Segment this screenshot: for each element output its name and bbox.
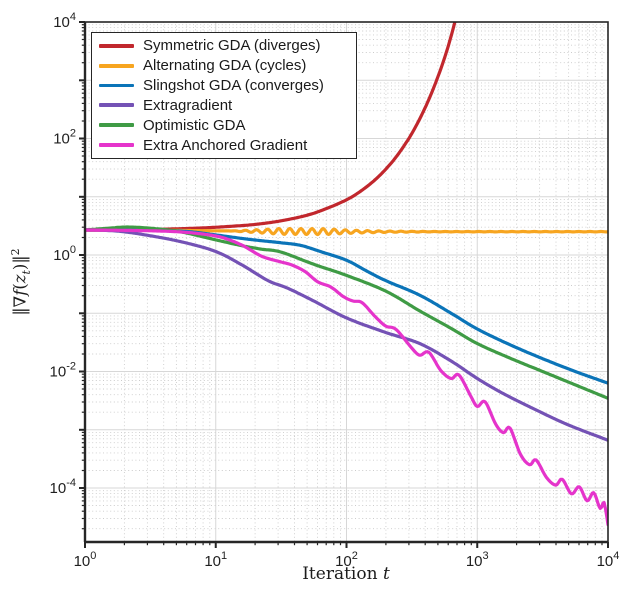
label-part: t bbox=[19, 270, 33, 275]
legend-item-label: Symmetric GDA (diverges) bbox=[143, 37, 321, 55]
legend-line-swatch bbox=[99, 103, 134, 108]
y-axis-label: ‖∇f(zt)‖2 bbox=[9, 248, 33, 315]
label-part: ( bbox=[10, 283, 30, 290]
series-extra-anchored-gradient bbox=[85, 228, 608, 527]
x-tick-label: 102 bbox=[335, 550, 358, 570]
legend-item-slingshot-gda-converges: Slingshot GDA (converges) bbox=[92, 76, 356, 95]
label-part: z bbox=[10, 274, 30, 284]
legend: Symmetric GDA (diverges) Alternating GDA … bbox=[91, 32, 357, 159]
legend-item-label: Extragradient bbox=[143, 96, 233, 114]
legend-item-symmetric-gda-diverges: Symmetric GDA (diverges) bbox=[92, 36, 356, 55]
y-tick-label: 100 bbox=[53, 244, 76, 264]
label-part: 2 bbox=[9, 248, 23, 256]
tick-labels: 100 101 102 103 104 104 102 100 10-2 10-4 bbox=[50, 11, 620, 570]
label-part: f bbox=[10, 289, 30, 296]
legend-line-swatch bbox=[99, 83, 134, 88]
legend-line-swatch bbox=[99, 123, 134, 128]
y-tick-label: 104 bbox=[53, 11, 76, 31]
legend-item-extra-anchored-gradient: Extra Anchored Gradient bbox=[92, 136, 356, 155]
x-tick-label: 104 bbox=[597, 550, 620, 570]
legend-line-swatch bbox=[99, 44, 134, 48]
y-tick-label: 10-2 bbox=[50, 361, 76, 381]
x-axis-label: Iteration t bbox=[302, 564, 390, 584]
x-tick-label: 103 bbox=[466, 550, 489, 570]
label-part: Iteration bbox=[302, 564, 383, 584]
legend-item-label: Optimistic GDA bbox=[143, 116, 246, 134]
legend-line-swatch bbox=[99, 143, 134, 147]
label-part: ‖∇ bbox=[10, 295, 30, 316]
x-tick-label: 100 bbox=[74, 550, 97, 570]
series-extragradient bbox=[85, 228, 608, 442]
legend-line-swatch bbox=[99, 63, 134, 68]
label-part: )‖ bbox=[10, 255, 30, 271]
legend-item-label: Slingshot GDA (converges) bbox=[143, 77, 324, 95]
axis-ticks bbox=[79, 21, 609, 548]
legend-item-label: Alternating GDA (cycles) bbox=[143, 57, 307, 75]
major-grid bbox=[85, 22, 608, 542]
legend-item-extragradient: Extragradient bbox=[92, 96, 356, 115]
legend-item-optimistic-gda: Optimistic GDA bbox=[92, 116, 356, 135]
label-part: t bbox=[382, 564, 390, 584]
y-tick-label: 10-4 bbox=[50, 477, 76, 497]
legend-item-alternating-gda-cycles: Alternating GDA (cycles) bbox=[92, 56, 356, 75]
x-tick-label: 101 bbox=[204, 550, 227, 570]
y-tick-label: 102 bbox=[53, 128, 76, 148]
curves bbox=[85, 22, 608, 527]
legend-item-label: Extra Anchored Gradient bbox=[143, 136, 308, 154]
